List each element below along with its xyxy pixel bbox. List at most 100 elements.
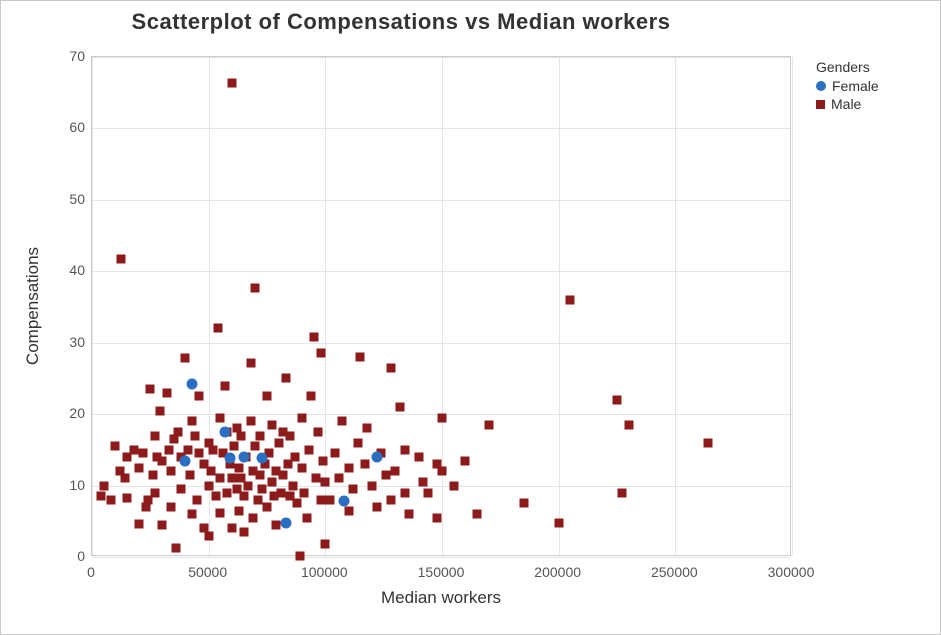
point-male — [256, 431, 265, 440]
point-male — [111, 442, 120, 451]
point-male — [216, 508, 225, 517]
point-male — [230, 442, 239, 451]
point-male — [256, 470, 265, 479]
y-axis-label: Compensations — [23, 247, 43, 365]
point-male — [249, 513, 258, 522]
legend-item: Female — [816, 77, 879, 95]
point-male — [188, 510, 197, 519]
gridline-h — [92, 343, 790, 344]
legend-swatch-square — [816, 100, 825, 109]
point-male — [281, 374, 290, 383]
point-male — [316, 349, 325, 358]
point-male — [97, 492, 106, 501]
point-female — [220, 427, 231, 438]
point-male — [277, 488, 286, 497]
point-male — [183, 445, 192, 454]
point-male — [237, 431, 246, 440]
point-male — [298, 413, 307, 422]
point-female — [180, 455, 191, 466]
point-male — [186, 470, 195, 479]
point-male — [263, 503, 272, 512]
legend: Genders Female Male — [816, 59, 879, 113]
point-male — [309, 333, 318, 342]
point-male — [617, 488, 626, 497]
x-tick-label: 100000 — [301, 564, 348, 580]
point-male — [386, 495, 395, 504]
legend-label: Male — [831, 96, 861, 112]
point-male — [162, 388, 171, 397]
point-male — [167, 503, 176, 512]
point-male — [461, 456, 470, 465]
point-male — [195, 392, 204, 401]
gridline-v — [559, 57, 560, 555]
point-male — [174, 428, 183, 437]
point-female — [224, 453, 235, 464]
point-male — [291, 453, 300, 462]
point-male — [158, 456, 167, 465]
legend-item: Male — [816, 95, 879, 113]
point-male — [326, 495, 335, 504]
point-male — [235, 463, 244, 472]
point-female — [257, 453, 268, 464]
point-male — [372, 503, 381, 512]
point-male — [295, 551, 304, 560]
point-male — [704, 438, 713, 447]
point-male — [134, 520, 143, 529]
y-tick-label: 10 — [59, 477, 85, 493]
point-male — [209, 445, 218, 454]
point-male — [158, 520, 167, 529]
point-female — [238, 452, 249, 463]
point-male — [298, 463, 307, 472]
point-male — [321, 478, 330, 487]
point-male — [263, 392, 272, 401]
y-tick-label: 40 — [59, 262, 85, 278]
point-male — [172, 544, 181, 553]
point-male — [473, 510, 482, 519]
y-tick-label: 70 — [59, 48, 85, 64]
point-male — [361, 460, 370, 469]
point-male — [216, 474, 225, 483]
x-tick-label: 300000 — [768, 564, 815, 580]
point-male — [400, 445, 409, 454]
point-male — [419, 478, 428, 487]
point-male — [288, 481, 297, 490]
gridline-h — [92, 200, 790, 201]
legend-label: Female — [832, 78, 879, 94]
point-male — [405, 510, 414, 519]
point-male — [251, 442, 260, 451]
legend-swatch-circle — [816, 81, 826, 91]
point-male — [253, 495, 262, 504]
point-male — [335, 474, 344, 483]
point-male — [319, 456, 328, 465]
point-male — [190, 431, 199, 440]
point-male — [151, 431, 160, 440]
point-male — [148, 470, 157, 479]
point-male — [396, 403, 405, 412]
point-male — [316, 495, 325, 504]
point-male — [330, 449, 339, 458]
point-male — [123, 494, 132, 503]
point-male — [382, 470, 391, 479]
point-male — [279, 470, 288, 479]
gridline-v — [792, 57, 793, 555]
point-male — [484, 420, 493, 429]
point-male — [400, 488, 409, 497]
point-male — [117, 255, 126, 264]
point-male — [321, 540, 330, 549]
point-male — [134, 463, 143, 472]
point-male — [155, 406, 164, 415]
point-male — [216, 413, 225, 422]
gridline-v — [442, 57, 443, 555]
point-male — [363, 424, 372, 433]
point-male — [354, 438, 363, 447]
point-male — [246, 417, 255, 426]
y-tick-label: 60 — [59, 119, 85, 135]
point-male — [99, 481, 108, 490]
gridline-v — [92, 57, 93, 555]
legend-title: Genders — [816, 59, 879, 75]
point-male — [307, 392, 316, 401]
point-male — [433, 513, 442, 522]
point-male — [167, 467, 176, 476]
point-male — [344, 506, 353, 515]
point-male — [344, 463, 353, 472]
